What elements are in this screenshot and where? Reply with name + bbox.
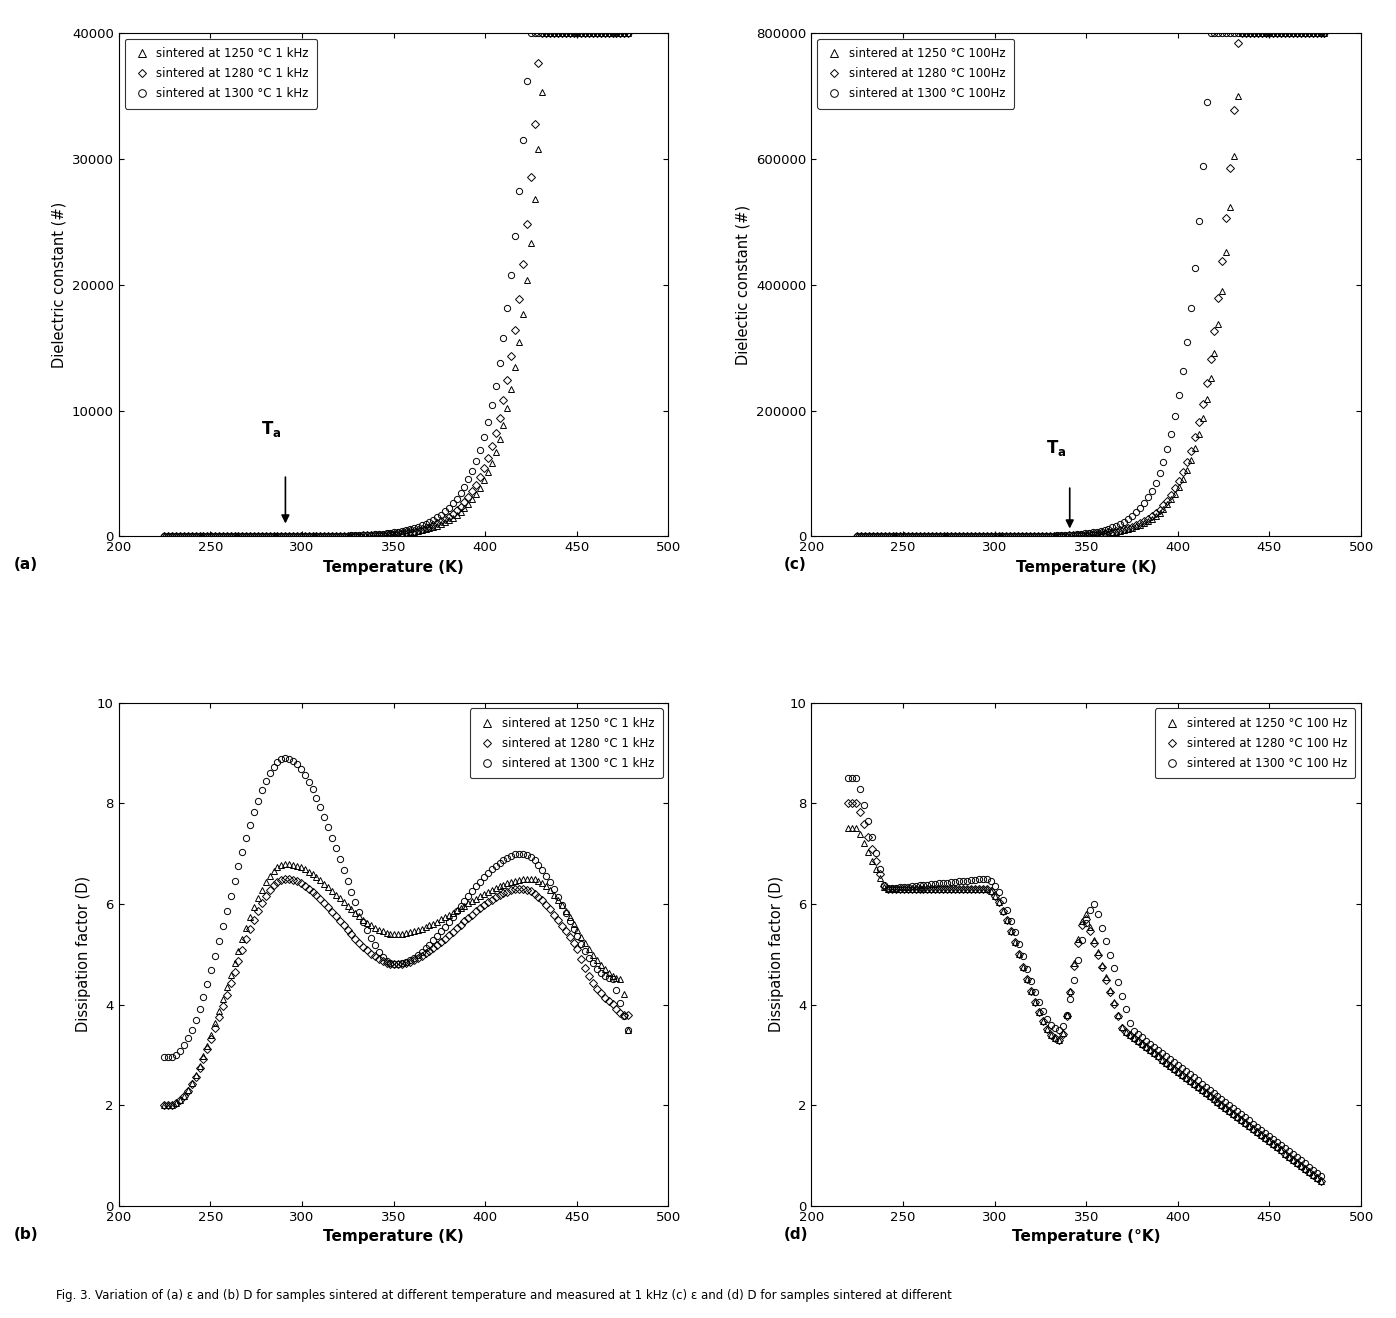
Y-axis label: Dielectric constant (#): Dielectric constant (#) — [52, 202, 66, 368]
Text: (a): (a) — [14, 558, 38, 572]
Text: (c): (c) — [783, 558, 805, 572]
X-axis label: Temperature (°K): Temperature (°K) — [1012, 1230, 1160, 1244]
Text: Fig. 3. Variation of (a) ε and (b) D for samples sintered at different temperatu: Fig. 3. Variation of (a) ε and (b) D for… — [56, 1289, 952, 1302]
X-axis label: Temperature (K): Temperature (K) — [322, 1230, 463, 1244]
Legend: sintered at 1250 °C 1 kHz, sintered at 1280 °C 1 kHz, sintered at 1300 °C 1 kHz: sintered at 1250 °C 1 kHz, sintered at 1… — [124, 38, 317, 108]
Legend: sintered at 1250 °C 1 kHz, sintered at 1280 °C 1 kHz, sintered at 1300 °C 1 kHz: sintered at 1250 °C 1 kHz, sintered at 1… — [470, 709, 663, 778]
Text: (d): (d) — [783, 1227, 808, 1242]
X-axis label: Temperature (K): Temperature (K) — [1016, 560, 1157, 575]
Legend: sintered at 1250 °C 100 Hz, sintered at 1280 °C 100 Hz, sintered at 1300 °C 100 : sintered at 1250 °C 100 Hz, sintered at … — [1154, 709, 1356, 778]
Legend: sintered at 1250 °C 100Hz, sintered at 1280 °C 100Hz, sintered at 1300 °C 100Hz: sintered at 1250 °C 100Hz, sintered at 1… — [817, 38, 1013, 108]
Text: $\mathbf{T_a}$: $\mathbf{T_a}$ — [261, 419, 282, 439]
Y-axis label: Dissipation factor (D): Dissipation factor (D) — [769, 876, 785, 1032]
X-axis label: Temperature (K): Temperature (K) — [322, 560, 463, 575]
Text: $\mathbf{T_a}$: $\mathbf{T_a}$ — [1046, 439, 1067, 459]
Text: (b): (b) — [14, 1227, 39, 1242]
Y-axis label: Dielectic constant (#): Dielectic constant (#) — [736, 204, 751, 365]
Y-axis label: Dissipation factor (D): Dissipation factor (D) — [77, 876, 91, 1032]
